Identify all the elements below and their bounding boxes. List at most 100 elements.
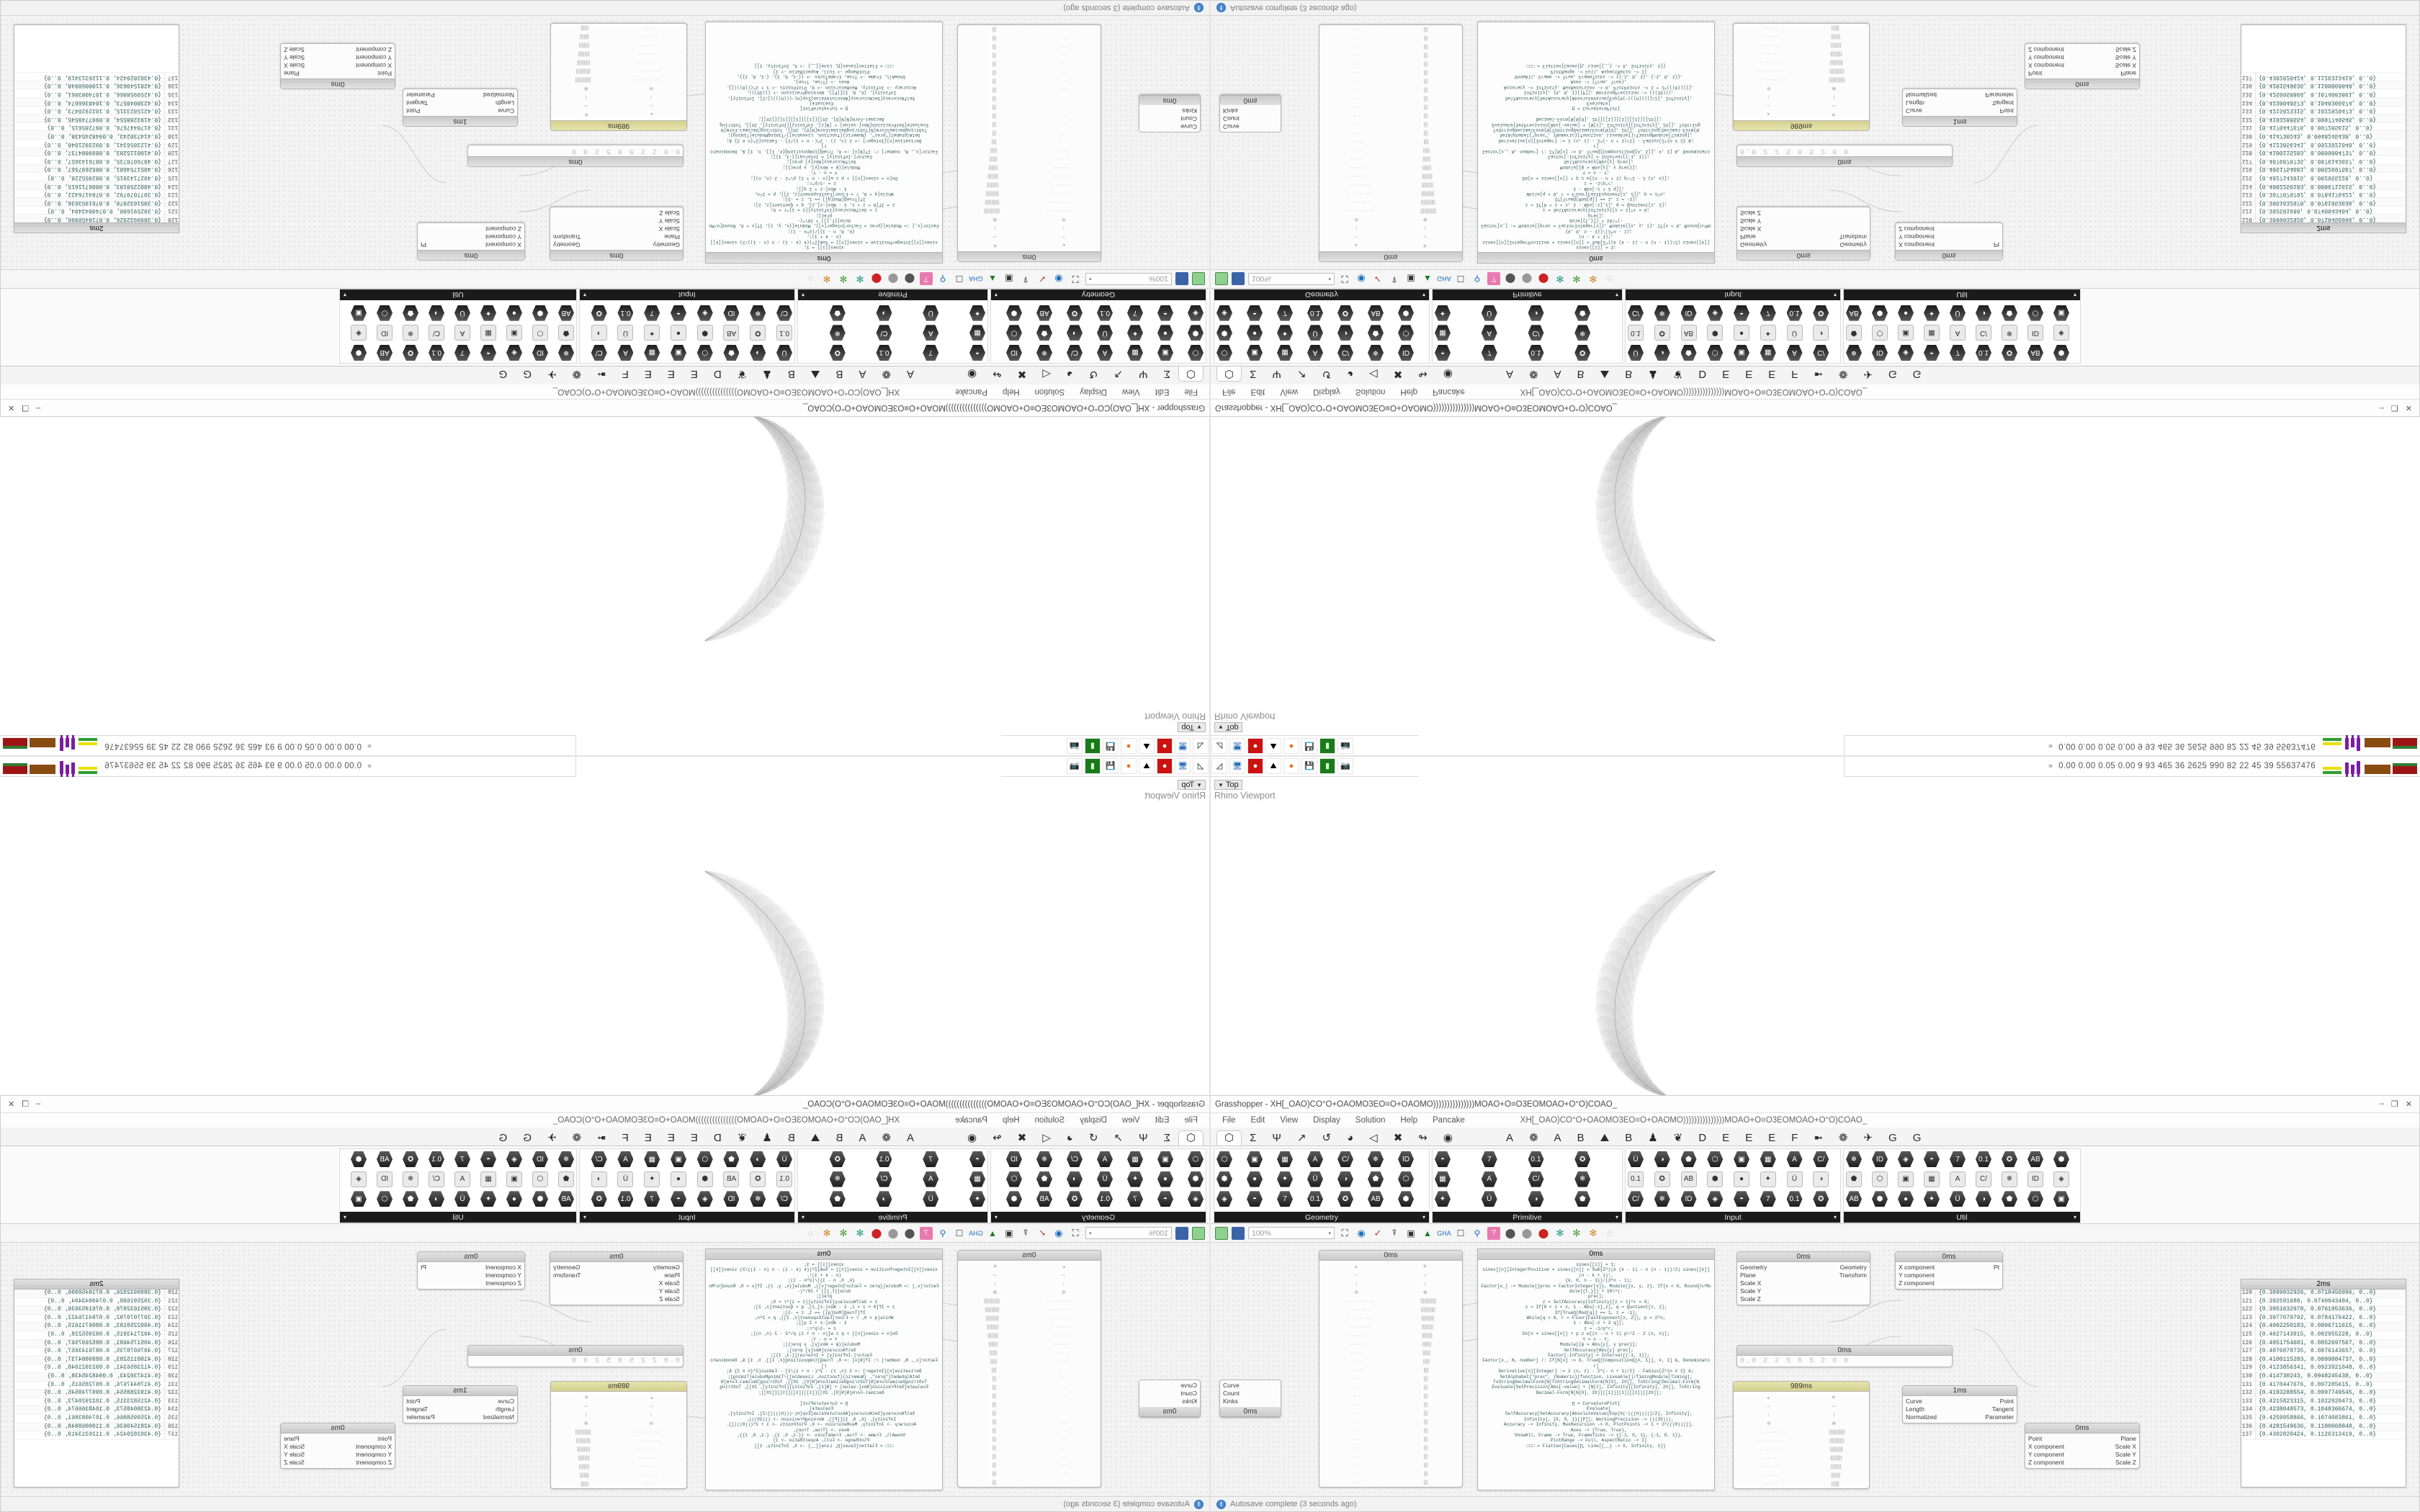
node-row[interactable]: ⊗ ⊗: [1322, 1288, 1459, 1297]
sketch-icon[interactable]: ✓: [1373, 274, 1382, 285]
gh-node-datatree[interactable]: 0ms ▴ ✳ ⇔ ⇔ ↕ ↕ ⊗ ⊗ ············ |||||||||||| ····…: [1319, 24, 1463, 262]
geometry-component-icon[interactable]: C/: [1337, 345, 1353, 361]
geometry-component-icon[interactable]: ▦: [1277, 1151, 1293, 1167]
tab-f-tab[interactable]: F: [622, 368, 629, 380]
menu-help[interactable]: Help: [1002, 387, 1020, 396]
ribbon-group-input[interactable]: Ü 0.1 C/◑ ✪ ❄ ⬟ AB ID ⬡ ⬢ ◈ ▣ ● ◓ ▦ ✦ 7 A Ü 0.1 C/◑ ✪ Input ▾: [1625, 289, 1841, 364]
viewport-view-dropdown[interactable]: ▼ Top: [1178, 722, 1206, 732]
util-component-icon[interactable]: AB: [2027, 345, 2043, 361]
node-row[interactable]: ············ ||||||||||||: [961, 207, 1098, 215]
node-row[interactable]: ········· |||||||||: [961, 1323, 1098, 1331]
node-input-kinks[interactable]: Kinks: [1223, 1398, 1238, 1405]
tab-fox-tab[interactable]: ➼: [1814, 1132, 1823, 1144]
primitive-component-icon[interactable]: ⬟: [830, 305, 846, 321]
node-row[interactable]: ····· |||||: [961, 1357, 1098, 1366]
preview-shaded-icon[interactable]: ⬤: [1505, 1227, 1516, 1238]
node-row[interactable]: ⇔ ⇔: [961, 1271, 1098, 1279]
input-component-icon[interactable]: ✪: [1654, 325, 1670, 341]
help-icon[interactable]: ?: [920, 1226, 933, 1240]
tab-transform-tab[interactable]: ↬: [1418, 368, 1428, 380]
util-component-icon[interactable]: ❄: [403, 325, 418, 341]
node-row[interactable]: ··· |||: [1322, 1409, 1459, 1418]
geometry-component-icon[interactable]: ❄: [1368, 1151, 1384, 1167]
input-component-icon[interactable]: ◑: [591, 1171, 607, 1187]
node-row[interactable]: ········ ||||||||: [554, 41, 684, 50]
zoom-level-input[interactable]: 100% ▾: [1248, 1227, 1335, 1239]
input-component-icon[interactable]: ⬡: [1707, 1151, 1724, 1167]
geometry-component-icon[interactable]: C/: [1067, 1151, 1083, 1167]
preview-off-icon[interactable]: ⬤: [1538, 274, 1549, 285]
gh-toolbar[interactable]: 100% ▾ ⛶ ◉ ✓ ⍒ ▣ ▲ GHA ☐ ⚲ ? ⬤ ⬤ ⬤ ✻: [1, 269, 1209, 288]
gh-node-xyz[interactable]: 0ms X component Pt Y component Z componen…: [1895, 1251, 2003, 1290]
node-row[interactable]: ·········· ||||||||||: [554, 58, 684, 67]
geometry-component-icon[interactable]: 0.1: [1097, 1191, 1113, 1207]
util-component-icon[interactable]: ⬢: [532, 305, 548, 321]
geometry-component-icon[interactable]: ⬡: [1398, 325, 1414, 341]
node-row[interactable]: ·········· ||||||||||: [554, 1445, 684, 1454]
util-component-icon[interactable]: A: [454, 325, 470, 341]
gh-node-plane[interactable]: 0ms Point Plane X component Scale X Y comp…: [2025, 1423, 2140, 1469]
tab-g2-tab[interactable]: G: [498, 1132, 508, 1144]
cluster-icon[interactable]: ▣: [1005, 1228, 1013, 1238]
node-row[interactable]: ··· |||: [961, 86, 1098, 94]
util-component-icon[interactable]: ◈: [506, 345, 522, 361]
node-row[interactable]: ↕ ↕: [554, 93, 684, 102]
geometry-component-icon[interactable]: C/: [1067, 345, 1083, 361]
dotted-icon[interactable]: ◌: [1607, 274, 1613, 284]
widget-icon[interactable]: ✻: [1572, 1227, 1581, 1238]
util-component-icon[interactable]: ▣: [1898, 325, 1914, 341]
preview-wire-icon[interactable]: ⬤: [887, 1227, 899, 1238]
util-component-icon[interactable]: ✦: [1924, 1191, 1940, 1207]
input-component-icon[interactable]: ◑: [1654, 345, 1670, 361]
node-parameter-rows[interactable]: ▴ ✳ ⇔ ⇔ ↕ ↕ ⊗ ⊗ ············ |||||||||||| ········…: [1734, 1392, 1869, 1490]
geometry-component-icon[interactable]: ▣: [1247, 1151, 1263, 1167]
input-component-icon[interactable]: Ü: [1628, 345, 1644, 361]
node-row[interactable]: ··· |||: [1322, 1478, 1459, 1487]
chevron-down-icon[interactable]: ▾: [344, 292, 347, 298]
primitive-component-icon[interactable]: A: [923, 325, 938, 341]
util-component-icon[interactable]: ▦: [1924, 325, 1940, 341]
geometry-component-icon[interactable]: ID: [1398, 1151, 1414, 1167]
tab-f-tab[interactable]: F: [1791, 368, 1798, 380]
util-component-icon[interactable]: ID: [2027, 1171, 2043, 1187]
node-row[interactable]: ········ ||||||||: [961, 172, 1098, 181]
util-component-icon[interactable]: ◓: [1924, 345, 1940, 361]
node-row[interactable]: ········· |||||||||: [1736, 50, 1866, 58]
primitive-component-icon[interactable]: Ü: [923, 305, 938, 321]
menu-file[interactable]: File: [1184, 1116, 1198, 1125]
util-component-icon[interactable]: ❄: [558, 1151, 574, 1167]
tab-curve-tab[interactable]: ↺: [1322, 1132, 1332, 1144]
node-parameter-rows[interactable]: ▴ ✳ ⇔ ⇔ ↕ ↕ ⊗ ⊗ ············ |||||||||||| ········…: [958, 1261, 1101, 1488]
menu-file[interactable]: File: [1222, 387, 1236, 396]
util-component-icon[interactable]: ◑: [429, 305, 444, 321]
util-component-icon[interactable]: ❄: [1846, 1151, 1862, 1167]
maximize-button[interactable]: ❐: [22, 403, 30, 412]
window-controls[interactable]: – ❐ ✕: [2380, 1099, 2419, 1109]
node-row[interactable]: ············ ||||||||||||: [1736, 1428, 1866, 1436]
gh-category-tabs[interactable]: ⬡ Σ Ψ ↗ ↺ ◕ ◁ ✖ ↬ ◉ A ❁ A B ⛰ B ♟ ❦ D E E E F ➼ ❁ ✈ G G: [1, 1128, 1209, 1146]
util-component-icon[interactable]: AB: [558, 1191, 574, 1207]
geometry-component-icon[interactable]: ⬟: [1368, 325, 1384, 341]
menu-display[interactable]: Display: [1313, 1116, 1340, 1125]
util-component-icon[interactable]: ◑: [429, 1191, 444, 1207]
geometry-component-icon[interactable]: ●: [1157, 325, 1173, 341]
primitive-component-icon[interactable]: ◓: [969, 345, 985, 361]
close-button[interactable]: ✕: [8, 1100, 15, 1109]
gha-assembly-icon[interactable]: GHA: [1437, 1229, 1451, 1237]
input-component-icon[interactable]: ◈: [697, 305, 713, 321]
gh-canvas[interactable]: Curve Count Kinks 0ms 0ms ▴ ✳ ⇔ ⇔ ↕ ↕ ⊗ ⊗ ······…: [1211, 1243, 2419, 1495]
gh-category-tabs[interactable]: ⬡ Σ Ψ ↗ ↺ ◕ ◁ ✖ ↬ ◉ A ❁ A B ⛰ B ♟ ❦ D E E E F ➼ ❁ ✈ G G: [1211, 1128, 2419, 1146]
gh-component-ribbon[interactable]: ⬡ ⬢ ◈ ▣ ● ◓ ▦ ✦ 7 A Ü 0.1 C/◑ ✪ ❄ ⬟ AB ID ⬡ ⬢ Geometry ▾ ◓ ▦ ✦ 7 A…: [1, 288, 1209, 366]
input-component-icon[interactable]: C/: [1628, 1191, 1644, 1207]
node-row[interactable]: ··· |||: [961, 129, 1098, 138]
node-row[interactable]: ········ ||||||||: [1322, 172, 1459, 181]
geometry-component-icon[interactable]: ◈: [1188, 1191, 1204, 1207]
tab-anemone-tab[interactable]: ❁: [1528, 368, 1538, 380]
util-component-icon[interactable]: ✪: [2002, 345, 2017, 361]
util-component-icon[interactable]: 0.1: [1976, 1151, 1991, 1167]
node-row[interactable]: ······ ||||||: [961, 155, 1098, 163]
geometry-component-icon[interactable]: ◑: [1337, 1171, 1353, 1187]
primitive-component-icon[interactable]: 0.1: [1528, 1151, 1544, 1167]
geometry-component-icon[interactable]: ◈: [1216, 1191, 1232, 1207]
menu-pancake[interactable]: Pancake: [955, 387, 987, 396]
